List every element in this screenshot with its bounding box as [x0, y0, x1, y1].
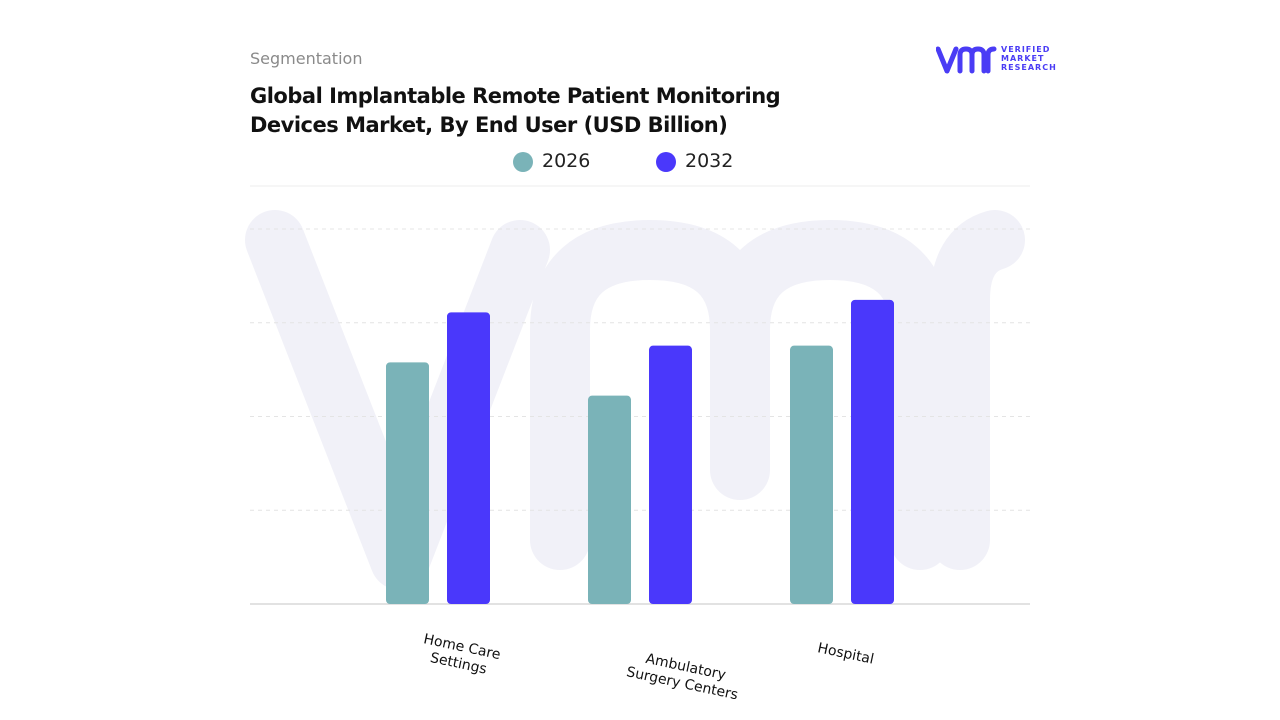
brand-line-3: RESEARCH: [1001, 63, 1057, 72]
legend-swatch-2026: [513, 152, 533, 172]
bar-2026-2: [790, 345, 833, 604]
brand-line-2: MARKET: [1001, 54, 1045, 63]
page-eyebrow: Segmentation: [250, 49, 363, 68]
vmr-logo-icon: [936, 46, 997, 74]
brand-logo: VERIFIED MARKET RESEARCH: [936, 44, 1066, 76]
legend-label-2026: 2026: [542, 150, 591, 172]
legend-swatch-2032: [656, 152, 676, 172]
brand-wordmark: VERIFIED MARKET RESEARCH: [1001, 45, 1057, 72]
bar-2032-2: [851, 299, 894, 604]
brand-line-1: VERIFIED: [1001, 45, 1051, 54]
bar-2026-1: [588, 395, 631, 604]
bar-2032-0: [447, 312, 490, 604]
bar-2032-1: [649, 345, 692, 604]
bar-2026-0: [386, 362, 429, 604]
chart-title: Global Implantable Remote Patient Monito…: [250, 84, 781, 137]
legend-label-2032: 2032: [685, 150, 734, 172]
